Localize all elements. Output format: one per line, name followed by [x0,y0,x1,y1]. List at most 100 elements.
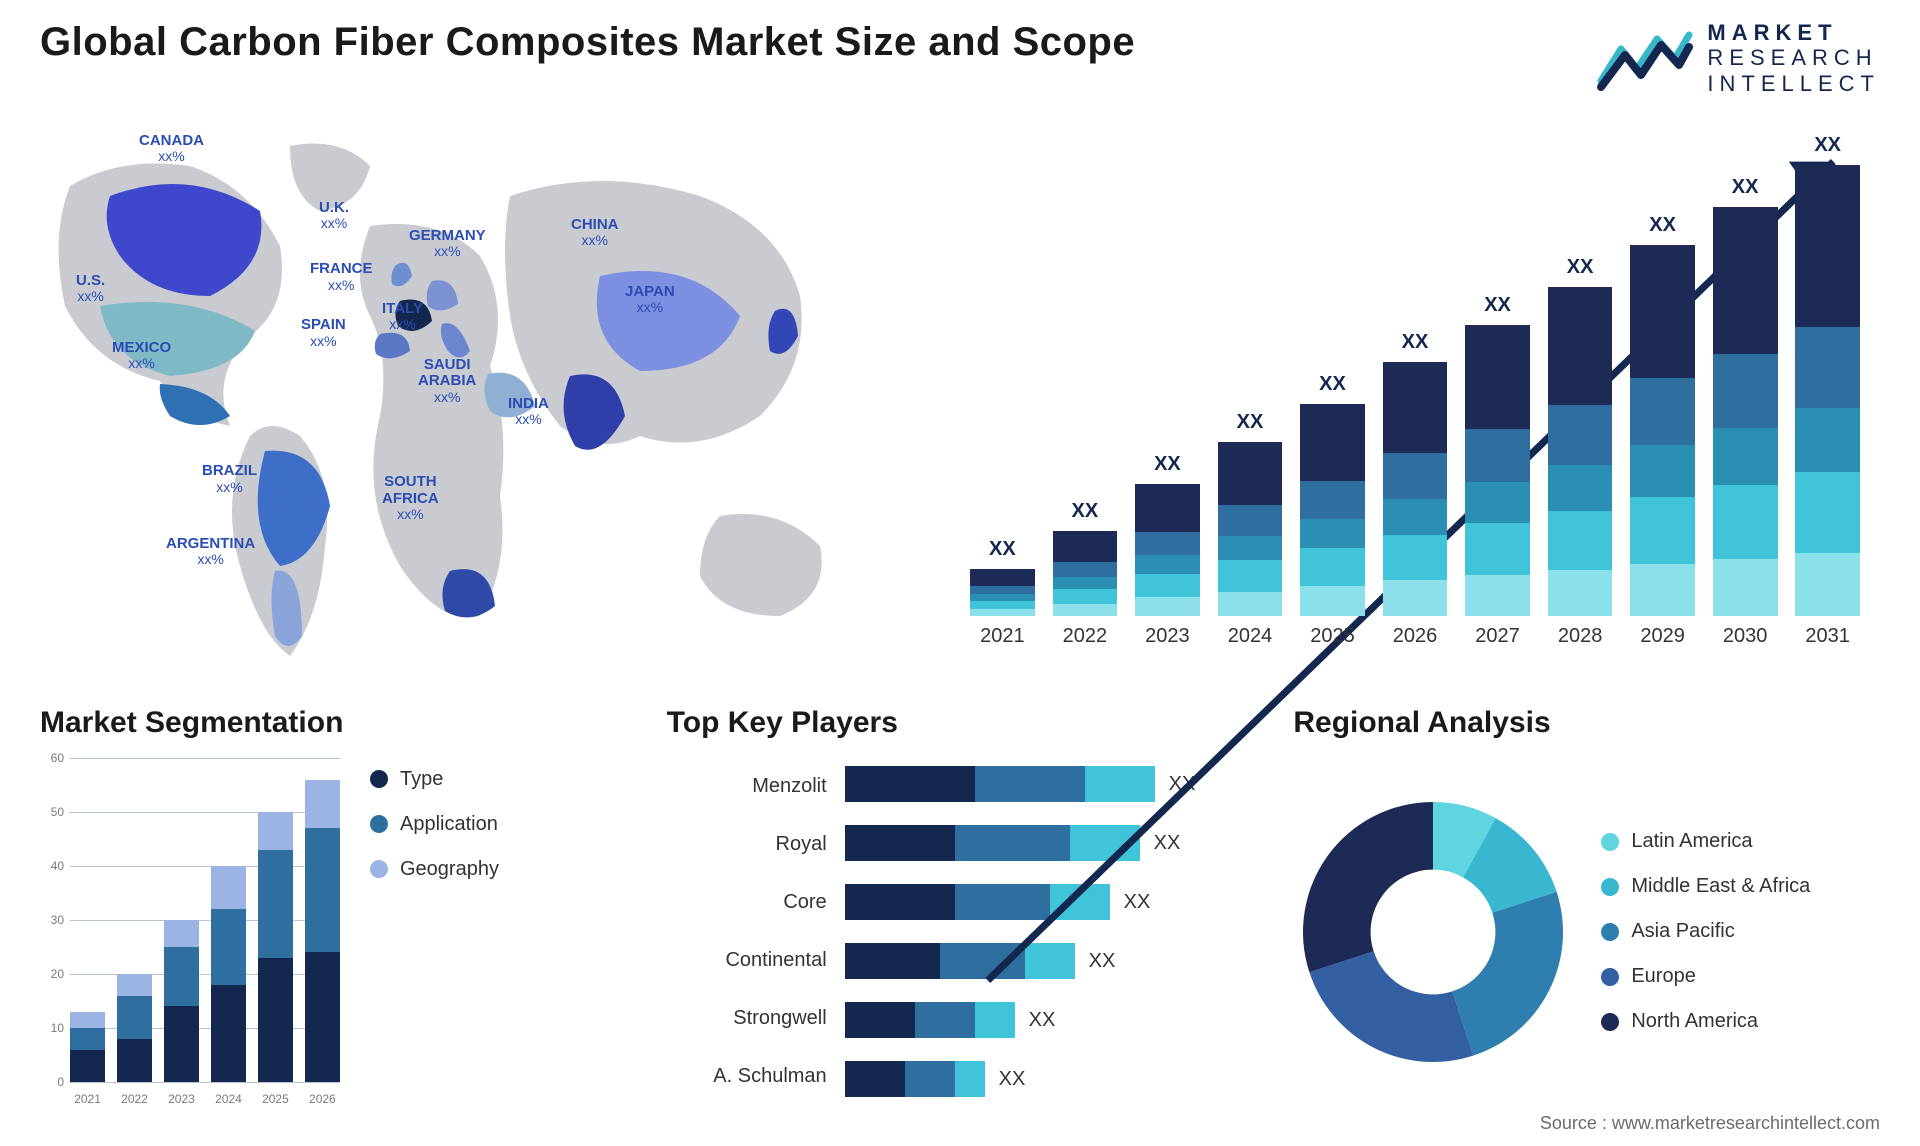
forecast-bar-segment [1383,453,1448,499]
player-bar-row: XX [845,1061,1254,1097]
forecast-bar-segment [1135,484,1200,531]
logo-line1: MARKET [1707,20,1880,45]
forecast-bar-segment [1630,445,1695,497]
seg-bar-segment [211,985,246,1082]
map-label: SPAINxx% [301,317,346,349]
forecast-x-tick: 2029 [1630,625,1695,648]
seg-legend-label: Application [400,813,498,836]
page-root: Global Carbon Fiber Composites Market Si… [0,0,1920,1146]
map-country-name: ITALY [382,300,423,317]
player-bar-segment [1070,825,1140,861]
player-bar [845,825,1140,861]
player-name: Strongwell [733,1007,826,1030]
seg-gridline [70,1082,340,1083]
player-bar-row: XX [845,825,1254,861]
player-value: XX [1154,832,1181,855]
seg-bar-segment [164,947,199,1006]
forecast-bar-segment [1383,535,1448,581]
seg-x-tick: 2024 [211,1092,246,1106]
map-label: CANADAxx% [139,133,204,165]
forecast-bar-segment [970,569,1035,586]
seg-y-tick: 10 [51,1021,64,1035]
segmentation-panel: Market Segmentation 0102030405060 202120… [40,706,627,1106]
forecast-bar-segment [970,609,1035,616]
forecast-x-tick: 2027 [1465,625,1530,648]
forecast-bar-segment [1383,580,1448,616]
forecast-bar-value: XX [1548,256,1613,279]
seg-bar-segment [70,1012,105,1028]
map-country-name: ARGENTINA [166,535,255,552]
segmentation-body: 0102030405060 202120222023202420252026 T… [40,758,627,1106]
seg-x-tick: 2022 [117,1092,152,1106]
map-country-pct: xx% [202,480,257,495]
forecast-bar: XX [1713,146,1778,616]
map-country-name: BRAZIL [202,462,257,479]
bottom-row: Market Segmentation 0102030405060 202120… [40,706,1880,1106]
seg-x-tick: 2026 [305,1092,340,1106]
forecast-bar-segment [1218,505,1283,536]
seg-x-tick: 2021 [70,1092,105,1106]
regional-panel: Regional Analysis Latin AmericaMiddle Ea… [1293,706,1880,1106]
legend-dot-icon [370,770,388,788]
forecast-bar-segment [1053,604,1118,616]
player-bar-row: XX [845,884,1254,920]
forecast-bar-area: XXXXXXXXXXXXXXXXXXXXXX [970,146,1860,616]
logo-mark-icon [1597,25,1693,91]
forecast-x-axis: 2021202220232024202520262027202820292030… [970,625,1860,648]
forecast-bar-segment [1300,404,1365,480]
player-name: A. Schulman [713,1065,826,1088]
player-value: XX [1029,1009,1056,1032]
forecast-bar-segment [1630,497,1695,564]
forecast-bar-value: XX [1218,411,1283,434]
donut-slice [1453,892,1564,1056]
forecast-bar-segment [1465,429,1530,481]
forecast-bar-segment [1300,548,1365,586]
seg-y-tick: 60 [51,751,64,765]
map-country-pct: xx% [319,216,349,231]
segmentation-chart: 0102030405060 202120222023202420252026 [40,758,340,1106]
forecast-bar: XX [1218,146,1283,616]
seg-legend-label: Type [400,768,443,791]
brand-logo: MARKET RESEARCH INTELLECT [1597,20,1880,96]
legend-dot-icon [1601,968,1619,986]
map-country-pct: xx% [310,278,373,293]
legend-dot-icon [370,815,388,833]
forecast-bar-segment [1630,245,1695,379]
forecast-bar-segment [970,601,1035,609]
forecast-bar-segment [1630,564,1695,616]
seg-bar-segment [70,1028,105,1050]
map-country-pct: xx% [418,390,476,405]
player-bar-segment [940,943,1025,979]
regional-legend-item: Latin America [1601,830,1880,853]
seg-x-tick: 2025 [258,1092,293,1106]
forecast-bar-value: XX [970,538,1035,561]
map-label: U.S.xx% [76,273,105,305]
map-label: JAPANxx% [625,284,675,316]
seg-bar-segment [164,1006,199,1082]
logo-line2: RESEARCH [1707,45,1880,70]
forecast-bar-segment [1548,405,1613,464]
forecast-bar: XX [1383,146,1448,616]
forecast-bar: XX [1300,146,1365,616]
seg-legend-item: Application [370,813,627,836]
forecast-bar-segment [1548,511,1613,570]
map-country-name: CHINA [571,216,619,233]
map-label: CHINAxx% [571,217,619,249]
forecast-bar-value: XX [1630,214,1695,237]
player-bar-segment [955,1061,985,1097]
map-country-pct: xx% [382,317,423,332]
player-bar-segment [915,1002,975,1038]
forecast-bar-segment [970,594,1035,601]
forecast-bar-segment [1548,465,1613,511]
map-country-pct: xx% [508,412,549,427]
seg-y-tick: 30 [51,913,64,927]
seg-bar-segment [305,828,340,952]
seg-bar [211,758,246,1082]
player-bar [845,766,1155,802]
forecast-x-tick: 2031 [1795,625,1860,648]
seg-bar [70,758,105,1082]
map-country-pct: xx% [409,244,486,259]
map-country-pct: xx% [139,149,204,164]
player-bar-segment [845,1002,915,1038]
forecast-bar-segment [1135,574,1200,598]
